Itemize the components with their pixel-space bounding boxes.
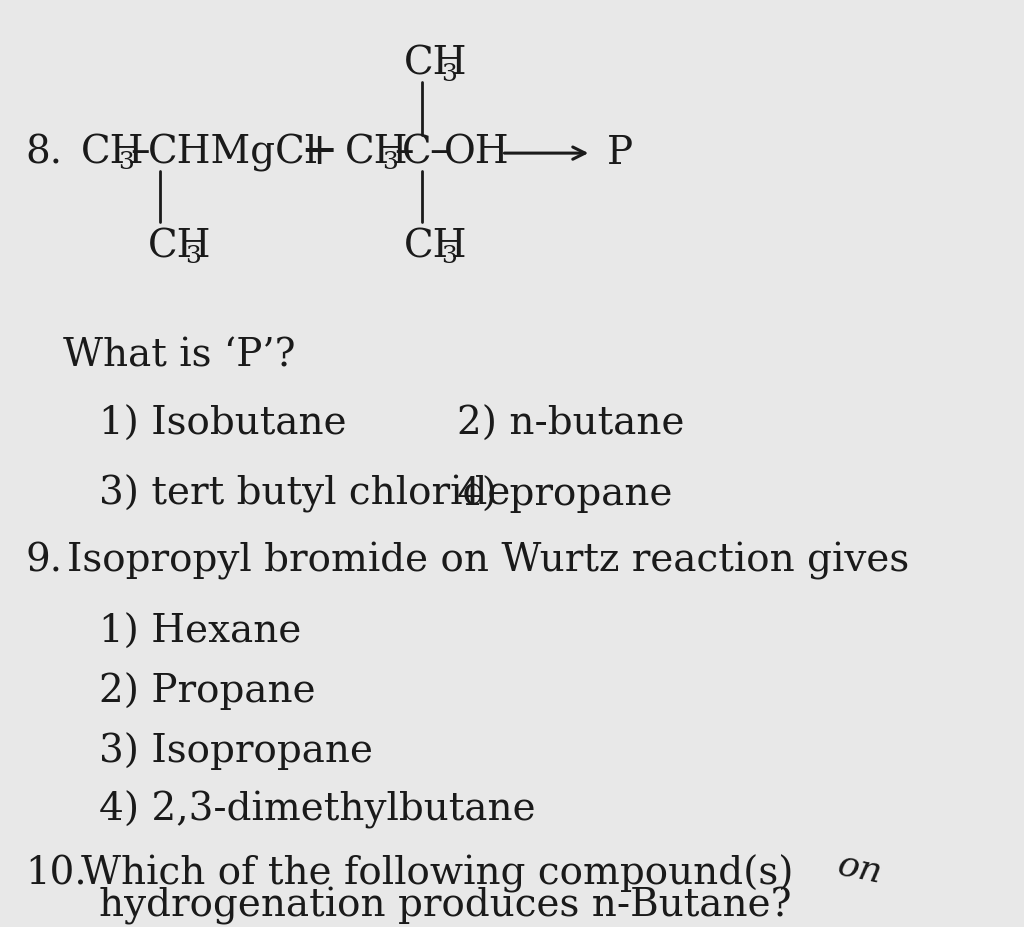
Text: Isopropyl bromide on Wurtz reaction gives: Isopropyl bromide on Wurtz reaction give…	[68, 542, 909, 580]
Text: CH: CH	[147, 228, 211, 265]
Text: 2) Propane: 2) Propane	[98, 672, 315, 710]
Text: 9.: 9.	[25, 542, 62, 579]
Text: 3: 3	[383, 151, 398, 174]
Text: –: –	[130, 133, 150, 170]
Text: on: on	[835, 848, 886, 891]
Text: –: –	[394, 133, 414, 170]
Text: P: P	[607, 134, 634, 171]
Text: +: +	[300, 130, 338, 172]
Text: OH: OH	[443, 134, 509, 171]
Text: 3) Isopropane: 3) Isopropane	[98, 731, 373, 769]
Text: CHMgCl: CHMgCl	[147, 134, 317, 172]
Text: 3: 3	[118, 151, 134, 174]
Text: 8.: 8.	[25, 134, 62, 171]
Text: 4) 2,3-dimethylbutane: 4) 2,3-dimethylbutane	[98, 791, 536, 830]
Text: C: C	[401, 134, 431, 171]
Text: hydrogenation produces n-Butane?: hydrogenation produces n-Butane?	[98, 887, 791, 925]
Text: 3: 3	[185, 246, 202, 268]
Text: 2) n-butane: 2) n-butane	[457, 406, 684, 443]
Text: 4) propane: 4) propane	[457, 475, 673, 513]
Text: What is ‘P’?: What is ‘P’?	[62, 337, 295, 375]
Text: 10.: 10.	[25, 856, 87, 893]
Text: 3: 3	[441, 63, 458, 85]
Text: CH: CH	[404, 45, 468, 83]
Text: 1) Isobutane: 1) Isobutane	[98, 406, 346, 443]
Text: 1) Hexane: 1) Hexane	[98, 614, 301, 651]
Text: 3) tert butyl chloride: 3) tert butyl chloride	[98, 475, 510, 514]
Text: Which of the following compound(s): Which of the following compound(s)	[81, 855, 794, 894]
Text: 3: 3	[441, 246, 458, 268]
Text: CH: CH	[404, 228, 468, 265]
Text: CH: CH	[345, 134, 409, 171]
Text: –: –	[429, 133, 449, 170]
Text: CH: CH	[81, 134, 144, 171]
